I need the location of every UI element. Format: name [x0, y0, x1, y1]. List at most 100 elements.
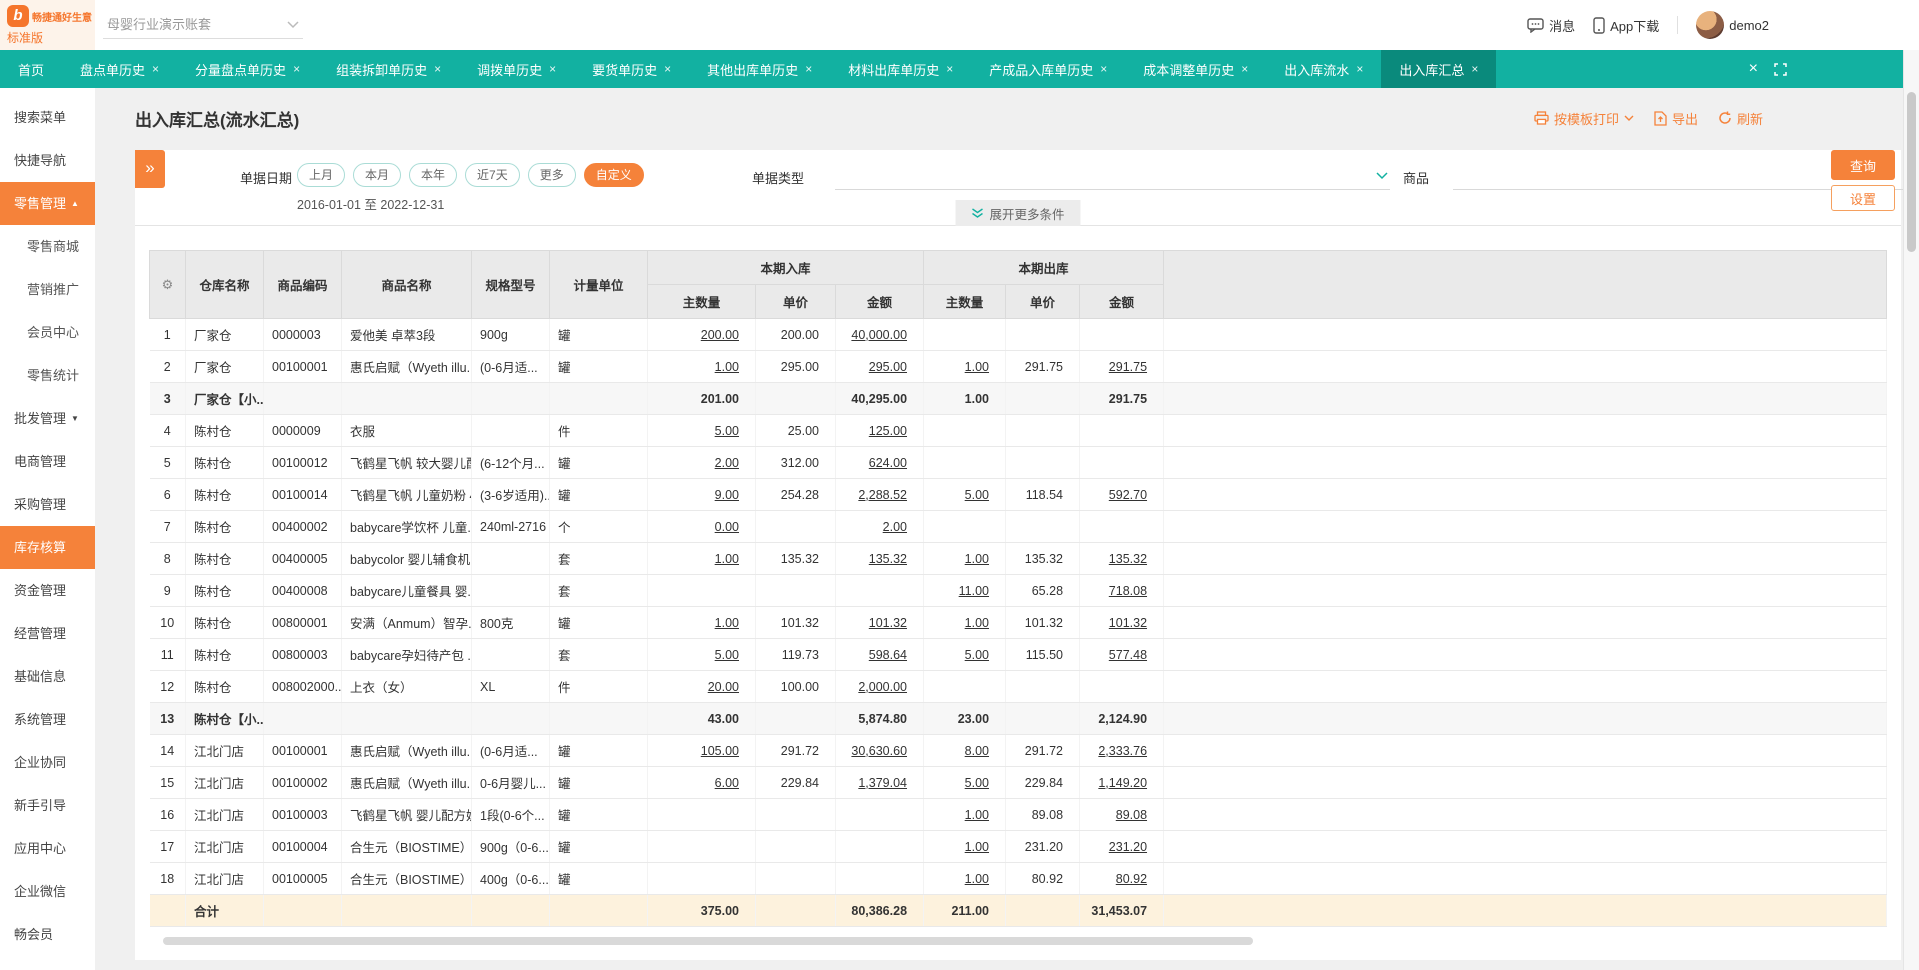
sidebar-item-会员中心[interactable]: 会员中心: [0, 311, 95, 354]
table-row-12[interactable]: 12 陈村仓 008002000... 上衣（女） XL 件 20.00 100.00 2,00…: [149, 670, 1887, 703]
tab-其他出库单历史[interactable]: 其他出库单历史 ×: [689, 50, 830, 88]
tab-出入库汇总[interactable]: 出入库汇总 ×: [1381, 50, 1497, 88]
out-amount-link[interactable]: 577.48: [1108, 647, 1148, 662]
out-amount-link[interactable]: 231.20: [1108, 839, 1148, 854]
sidebar-item-电商管理[interactable]: 电商管理: [0, 440, 95, 483]
table-row-4[interactable]: 4 陈村仓 0000009 衣服 件 5.00 25.00 125.00: [149, 414, 1887, 447]
tab-close-icon[interactable]: ×: [549, 62, 557, 76]
tab-close-icon[interactable]: ×: [293, 62, 301, 76]
refresh-button[interactable]: 刷新: [1718, 109, 1763, 128]
in-amount-link[interactable]: 30,630.60: [851, 743, 908, 758]
in-qty-link[interactable]: 1.00: [714, 359, 739, 374]
doc-type-select[interactable]: [835, 162, 1390, 190]
account-select[interactable]: 母婴行业演示账套: [103, 13, 303, 39]
table-row-10[interactable]: 10 陈村仓 00800001 安满（Anmum）智孕... 800克罐 1.00 101.…: [149, 606, 1887, 639]
sidebar-item-批发管理[interactable]: 批发管理 ▼: [0, 397, 95, 440]
table-row-13[interactable]: 13 陈村仓【小... 43.00 5,874.80 23.00 2,124.90: [149, 702, 1887, 735]
user-menu[interactable]: demo2: [1696, 11, 1769, 39]
date-pill-上月[interactable]: 上月: [297, 163, 346, 187]
in-qty-link[interactable]: 2.00: [714, 455, 739, 470]
table-row-2[interactable]: 2 厂家仓 00100001 惠氏启赋（Wyeth illu... (0-6月适... 罐…: [149, 350, 1887, 383]
sidebar-item-营销推广[interactable]: 营销推广: [0, 268, 95, 311]
out-qty-link[interactable]: 1.00: [964, 359, 990, 374]
in-qty-link[interactable]: 1.00: [714, 615, 739, 630]
sidebar-item-畅会员[interactable]: 畅会员: [0, 913, 95, 956]
in-amount-link[interactable]: 135.32: [868, 551, 908, 566]
tab-close-icon[interactable]: ×: [1356, 62, 1364, 76]
brand-logo[interactable]: b 畅捷通好生意 标准版: [0, 0, 95, 50]
export-button[interactable]: 导出: [1654, 109, 1698, 128]
tab-成本调整单历史[interactable]: 成本调整单历史 ×: [1125, 50, 1266, 88]
date-pill-本年[interactable]: 本年: [409, 163, 458, 187]
tab-产成品入库单历史[interactable]: 产成品入库单历史 ×: [971, 50, 1125, 88]
table-row-18[interactable]: 18 江北门店 00100005 合生元（BIOSTIME）... 400g（0-6..…: [149, 862, 1887, 895]
sidebar-item-零售管理[interactable]: 零售管理 ▲: [0, 182, 95, 225]
sidebar-item-快捷导航[interactable]: 快捷导航: [0, 139, 95, 182]
in-amount-link[interactable]: 2,288.52: [858, 487, 908, 502]
tab-close-icon[interactable]: ×: [1100, 62, 1108, 76]
table-row-1[interactable]: 1 厂家仓 0000003 爱他美 卓萃3段 900g 罐 200.00 200.00 40,0…: [149, 318, 1887, 351]
sidebar-item-基础信息[interactable]: 基础信息: [0, 655, 95, 698]
sidebar-item-应用中心[interactable]: 应用中心: [0, 827, 95, 870]
tab-首页[interactable]: 首页: [0, 50, 62, 88]
vertical-scrollbar[interactable]: [1903, 50, 1919, 970]
in-amount-link[interactable]: 101.32: [868, 615, 908, 630]
in-amount-link[interactable]: 598.64: [868, 647, 908, 662]
app-download-button[interactable]: App下载: [1593, 16, 1659, 35]
tab-分量盘点单历史[interactable]: 分量盘点单历史 ×: [177, 50, 318, 88]
out-amount-link[interactable]: 2,333.76: [1098, 743, 1148, 758]
table-row-9[interactable]: 9 陈村仓 00400008 babycare儿童餐具 婴... 套 11.00 65.28…: [149, 574, 1887, 607]
in-qty-link[interactable]: 6.00: [714, 775, 739, 790]
settings-button[interactable]: 设置: [1831, 185, 1895, 211]
date-pill-近7天[interactable]: 近7天: [465, 163, 520, 187]
sidebar-item-库存核算[interactable]: 库存核算: [0, 526, 95, 569]
in-amount-link[interactable]: 624.00: [868, 455, 908, 470]
sidebar-item-企业微信[interactable]: 企业微信: [0, 870, 95, 913]
collapse-filter-button[interactable]: »: [135, 150, 165, 188]
in-amount-link[interactable]: 2,000.00: [858, 679, 908, 694]
in-qty-link[interactable]: 9.00: [714, 487, 739, 502]
out-amount-link[interactable]: 89.08: [1115, 807, 1148, 822]
tab-close-icon[interactable]: ×: [1241, 62, 1249, 76]
out-qty-link[interactable]: 1.00: [964, 615, 990, 630]
print-by-template-button[interactable]: 按模板打印: [1534, 109, 1634, 128]
table-row-15[interactable]: 15 江北门店 00100002 惠氏启赋（Wyeth illu... 0-6月婴儿..…: [149, 766, 1887, 799]
sidebar-item-系统管理[interactable]: 系统管理: [0, 698, 95, 741]
in-amount-link[interactable]: 125.00: [868, 423, 908, 438]
vertical-scrollbar-thumb[interactable]: [1907, 92, 1916, 252]
in-amount-link[interactable]: 295.00: [868, 359, 908, 374]
tab-盘点单历史[interactable]: 盘点单历史 ×: [62, 50, 177, 88]
date-pill-custom[interactable]: 自定义: [583, 163, 644, 187]
close-all-tabs-icon[interactable]: ×: [1748, 60, 1758, 77]
in-qty-link[interactable]: 1.00: [714, 551, 739, 566]
in-qty-link[interactable]: 200.00: [700, 327, 739, 342]
sidebar-item-资金管理[interactable]: 资金管理: [0, 569, 95, 612]
sidebar-item-零售商城[interactable]: 零售商城: [0, 225, 95, 268]
out-amount-link[interactable]: 101.32: [1108, 615, 1148, 630]
out-qty-link[interactable]: 5.00: [964, 487, 990, 502]
out-qty-link[interactable]: 5.00: [964, 647, 990, 662]
tab-close-icon[interactable]: ×: [946, 62, 954, 76]
table-row-11[interactable]: 11 陈村仓 00800003 babycare孕妇待产包 ... 套 5.00 119.7…: [149, 638, 1887, 671]
table-row-7[interactable]: 7 陈村仓 00400002 babycare学饮杯 儿童... 240ml-2716 个…: [149, 510, 1887, 543]
sidebar-item-经营管理[interactable]: 经营管理: [0, 612, 95, 655]
out-qty-link[interactable]: 1.00: [964, 807, 990, 822]
fullscreen-icon[interactable]: [1774, 62, 1787, 76]
tab-要货单历史[interactable]: 要货单历史 ×: [574, 50, 689, 88]
sidebar-item-企业协同[interactable]: 企业协同: [0, 741, 95, 784]
tab-调拨单历史[interactable]: 调拨单历史 ×: [459, 50, 574, 88]
tab-close-icon[interactable]: ×: [434, 62, 442, 76]
tab-close-icon[interactable]: ×: [664, 62, 672, 76]
date-pill-本月[interactable]: 本月: [353, 163, 402, 187]
in-qty-link[interactable]: 0.00: [714, 519, 739, 534]
tab-close-icon[interactable]: ×: [805, 62, 813, 76]
in-qty-link[interactable]: 20.00: [707, 679, 739, 694]
query-button[interactable]: 查询: [1831, 150, 1895, 180]
horizontal-scrollbar-thumb[interactable]: [163, 937, 1253, 945]
tab-出入库流水[interactable]: 出入库流水 ×: [1266, 50, 1381, 88]
tab-组装拆卸单历史[interactable]: 组装拆卸单历史 ×: [318, 50, 459, 88]
date-range-value[interactable]: 2016-01-01 至 2022-12-31: [297, 198, 445, 212]
